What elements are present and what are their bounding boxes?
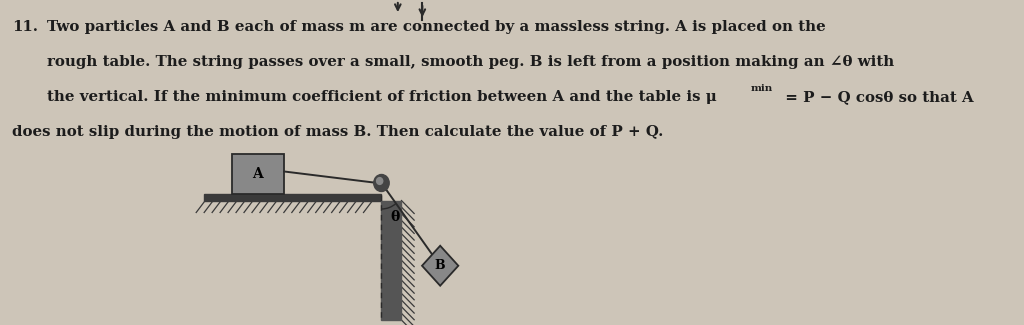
Bar — [381, 201, 401, 320]
Text: rough table. The string passes over a small, smooth peg. B is left from a positi: rough table. The string passes over a sm… — [47, 55, 895, 69]
Text: Two particles A and B each of mass m are connected by a massless string. A is pl: Two particles A and B each of mass m are… — [47, 20, 826, 34]
Text: min: min — [752, 84, 773, 93]
Bar — [205, 193, 382, 201]
Text: = P − Q cosθ so that A: = P − Q cosθ so that A — [780, 90, 974, 104]
Bar — [231, 153, 285, 193]
Polygon shape — [422, 246, 459, 286]
Text: B: B — [435, 259, 445, 272]
Text: the vertical. If the minimum coefficient of friction between A and the table is : the vertical. If the minimum coefficient… — [47, 90, 717, 104]
Text: does not slip during the motion of mass B. Then calculate the value of P + Q.: does not slip during the motion of mass … — [12, 125, 664, 139]
Text: θ: θ — [390, 210, 399, 224]
Text: 11.: 11. — [12, 20, 38, 34]
Text: A: A — [253, 166, 263, 180]
Circle shape — [374, 175, 389, 191]
Circle shape — [377, 177, 383, 184]
